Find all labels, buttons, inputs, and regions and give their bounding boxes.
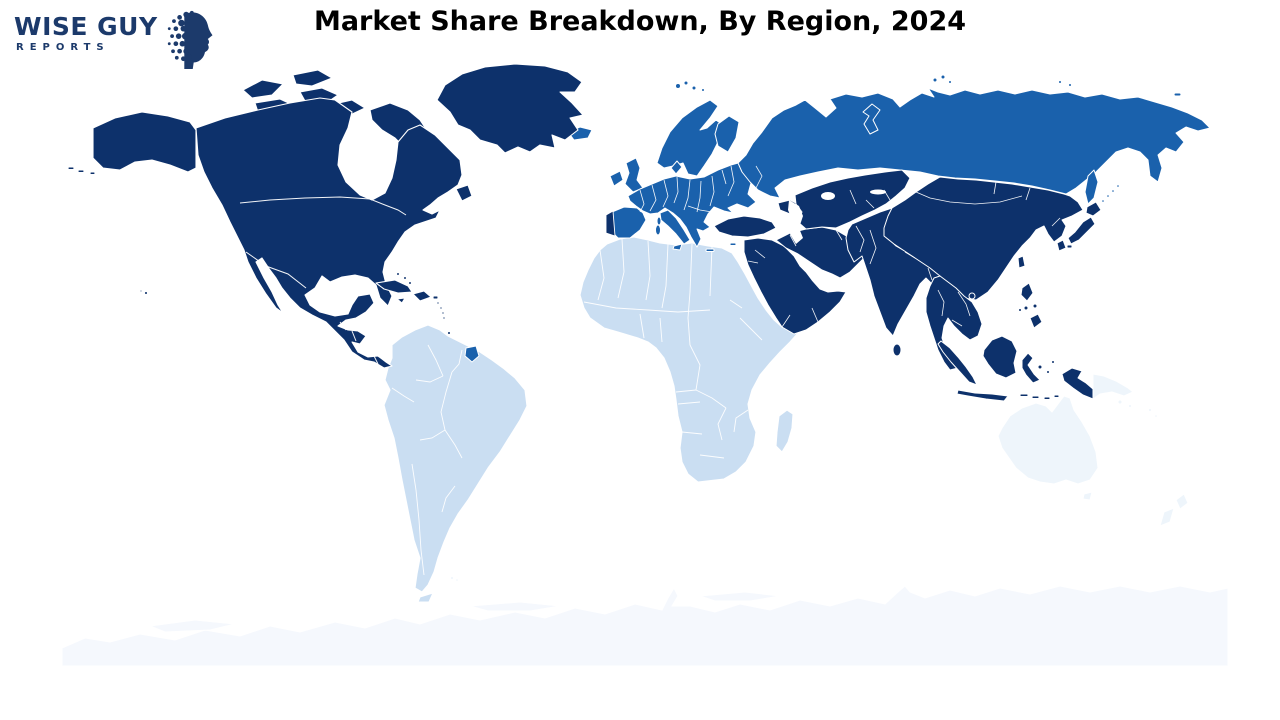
crete [705, 248, 715, 252]
sicily [672, 243, 683, 251]
hokkaido [1085, 201, 1102, 217]
great-britain [624, 157, 644, 193]
us-canada-border [239, 196, 407, 216]
taiwan [1017, 255, 1026, 269]
region-south-america [383, 324, 528, 603]
russia [737, 87, 1211, 199]
corsica [656, 216, 662, 226]
new-guinea-east [1092, 373, 1134, 400]
lake-balkhash [870, 189, 886, 195]
inland-seas [788, 189, 886, 244]
turkey [713, 215, 777, 238]
greenland [436, 63, 584, 154]
region-russia-cis [737, 74, 1211, 205]
wise-guy-reports-logo: WISE GUY REPORTS [14, 8, 218, 70]
luzon [1020, 282, 1034, 302]
region-french-guiana [464, 345, 480, 363]
central-asia [794, 169, 911, 230]
mindanao [1029, 313, 1043, 329]
borneo [982, 335, 1018, 379]
arabian-peninsula [743, 237, 847, 335]
region-asia-middle-east [713, 169, 1102, 402]
cyprus [729, 242, 737, 246]
new-zealand-south [1159, 507, 1175, 527]
newfoundland [455, 184, 473, 202]
new-zealand-north [1175, 493, 1189, 510]
north-america-mainland [195, 97, 463, 369]
logo-subtitle: REPORTS [16, 42, 110, 54]
java [956, 389, 1009, 402]
ireland [609, 170, 624, 187]
sumatra [937, 340, 978, 386]
page-title: Market Share Breakdown, By Region, 2024 [313, 6, 967, 37]
italy [659, 209, 691, 245]
sardinia [655, 224, 661, 236]
china-mongolia [883, 176, 1084, 301]
tasmania [1082, 491, 1093, 501]
region-north-america [67, 63, 584, 369]
logo-text: WISE GUY REPORTS [14, 12, 158, 54]
norway-sweden [656, 99, 725, 177]
logo-wordmark: WISE GUY [14, 12, 158, 41]
us-mexico-border [245, 251, 307, 289]
region-africa [579, 236, 799, 483]
hispaniola [412, 290, 432, 302]
honshu [1067, 216, 1096, 245]
south-america-borders [391, 344, 463, 576]
region-oceania [450, 373, 1189, 582]
sri-lanka [892, 343, 902, 357]
logo-head-icon [167, 10, 213, 70]
finland [714, 115, 740, 153]
trinidad [446, 330, 452, 336]
sakhalin [1084, 169, 1099, 205]
denmark [670, 160, 683, 175]
asia-borders [747, 181, 1061, 328]
australia [997, 395, 1099, 485]
kyushu [1056, 239, 1067, 252]
puerto-rico [432, 295, 439, 300]
region-europe [567, 80, 757, 252]
novaya-zemlya [862, 103, 881, 135]
europe-mainland [627, 162, 757, 248]
hainan [968, 292, 976, 300]
jamaica [396, 297, 406, 304]
shikoku [1066, 244, 1073, 249]
europe-borders [639, 165, 735, 213]
hawaii [143, 290, 149, 296]
alaska [92, 111, 197, 173]
region-antarctica [61, 585, 1229, 667]
caspian-sea [788, 200, 803, 244]
africa-borders [583, 238, 763, 459]
sulawesi [1021, 352, 1041, 384]
north-america-borders [195, 130, 407, 365]
aral-sea [821, 192, 835, 200]
mongolia-border [915, 191, 1023, 205]
cuba [375, 279, 413, 294]
new-guinea-west [1061, 367, 1094, 400]
region-portugal [605, 210, 616, 237]
wrangel [1173, 92, 1182, 97]
